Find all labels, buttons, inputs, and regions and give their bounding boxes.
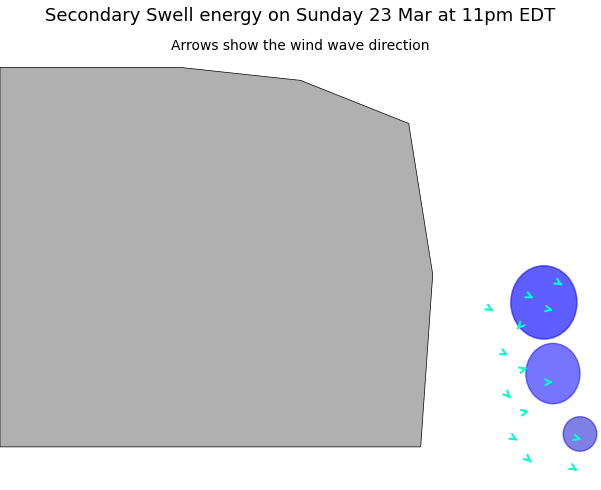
Ellipse shape xyxy=(526,343,580,404)
Ellipse shape xyxy=(563,416,597,451)
Text: Secondary Swell energy on Sunday 23 Mar at 11pm EDT: Secondary Swell energy on Sunday 23 Mar … xyxy=(45,7,556,25)
Text: Arrows show the wind wave direction: Arrows show the wind wave direction xyxy=(171,39,430,53)
Polygon shape xyxy=(0,68,433,447)
Ellipse shape xyxy=(511,266,577,339)
